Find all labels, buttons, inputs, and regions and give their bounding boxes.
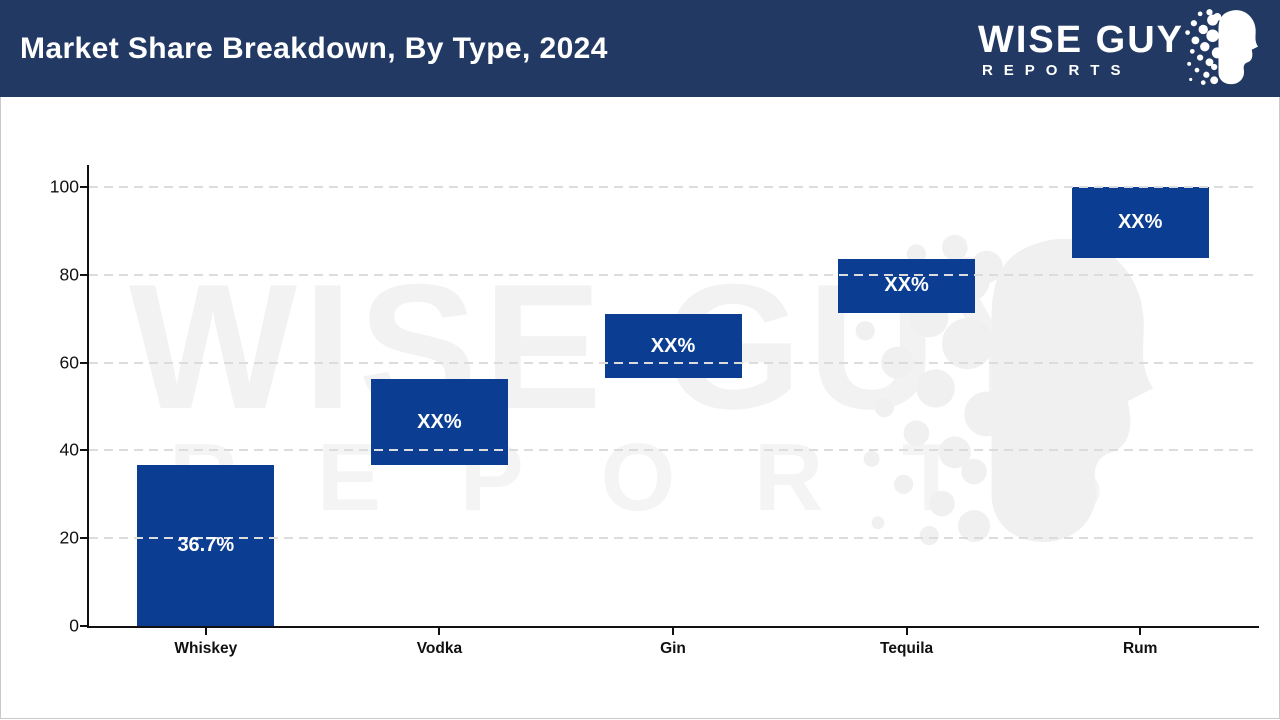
gridline-40 xyxy=(89,449,1257,452)
x-axis-spine xyxy=(87,626,1259,628)
wise-guy-head-icon xyxy=(1185,9,1258,85)
y-tick-mark-20 xyxy=(80,537,88,540)
y-tick-label-20: 20 xyxy=(59,527,79,548)
y-tick-label-80: 80 xyxy=(59,264,79,285)
y-tick-mark-0 xyxy=(80,625,88,627)
page-title: Market Share Breakdown, By Type, 2024 xyxy=(20,31,608,65)
bar-value-label-whiskey: 36.7% xyxy=(177,533,235,556)
bar-value-label-gin: XX% xyxy=(650,334,696,357)
x-tick-label-rum: Rum xyxy=(1122,640,1158,657)
x-tick-mark-rum xyxy=(1139,628,1142,635)
gridline-20 xyxy=(89,537,1257,540)
logo-primary-text: WISE GUY xyxy=(977,18,1184,61)
y-tick-label-40: 40 xyxy=(59,439,79,460)
y-tick-mark-100 xyxy=(80,186,88,188)
wise-guy-logo: WISE GUY REPORTS xyxy=(978,6,1268,92)
x-tick-label-whiskey: Whiskey xyxy=(174,640,238,657)
gridline-80 xyxy=(89,273,1257,276)
bar-value-label-rum: XX% xyxy=(1117,210,1163,233)
y-tick-label-0: 0 xyxy=(69,615,79,636)
header: Market Share Breakdown, By Type, 2024 WI… xyxy=(0,0,1280,97)
y-tick-mark-80 xyxy=(80,273,88,276)
gridline-100 xyxy=(89,186,1257,188)
logo-text: WISE GUY REPORTS xyxy=(978,20,1184,79)
x-tick-mark-gin xyxy=(672,628,674,635)
y-tick-label-60: 60 xyxy=(59,352,79,373)
y-axis-spine xyxy=(87,165,89,628)
bar-value-label-tequila: XX% xyxy=(884,274,929,297)
y-tick-mark-40 xyxy=(80,449,88,452)
logo-secondary-text: REPORTS xyxy=(981,61,1132,79)
y-tick-mark-60 xyxy=(80,361,88,364)
bar-value-label-vodka: XX% xyxy=(417,410,462,433)
x-tick-mark-vodka xyxy=(438,628,441,635)
x-tick-label-tequila: Tequila xyxy=(880,640,934,657)
x-tick-mark-tequila xyxy=(905,628,908,635)
bar-gin xyxy=(604,313,742,379)
x-tick-mark-whiskey xyxy=(204,628,207,635)
x-tick-label-gin: Gin xyxy=(660,640,686,657)
y-tick-label-100: 100 xyxy=(49,176,79,197)
gridline-60 xyxy=(89,361,1257,364)
x-tick-label-vodka: Vodka xyxy=(416,640,463,657)
bar-whiskey xyxy=(137,464,275,626)
